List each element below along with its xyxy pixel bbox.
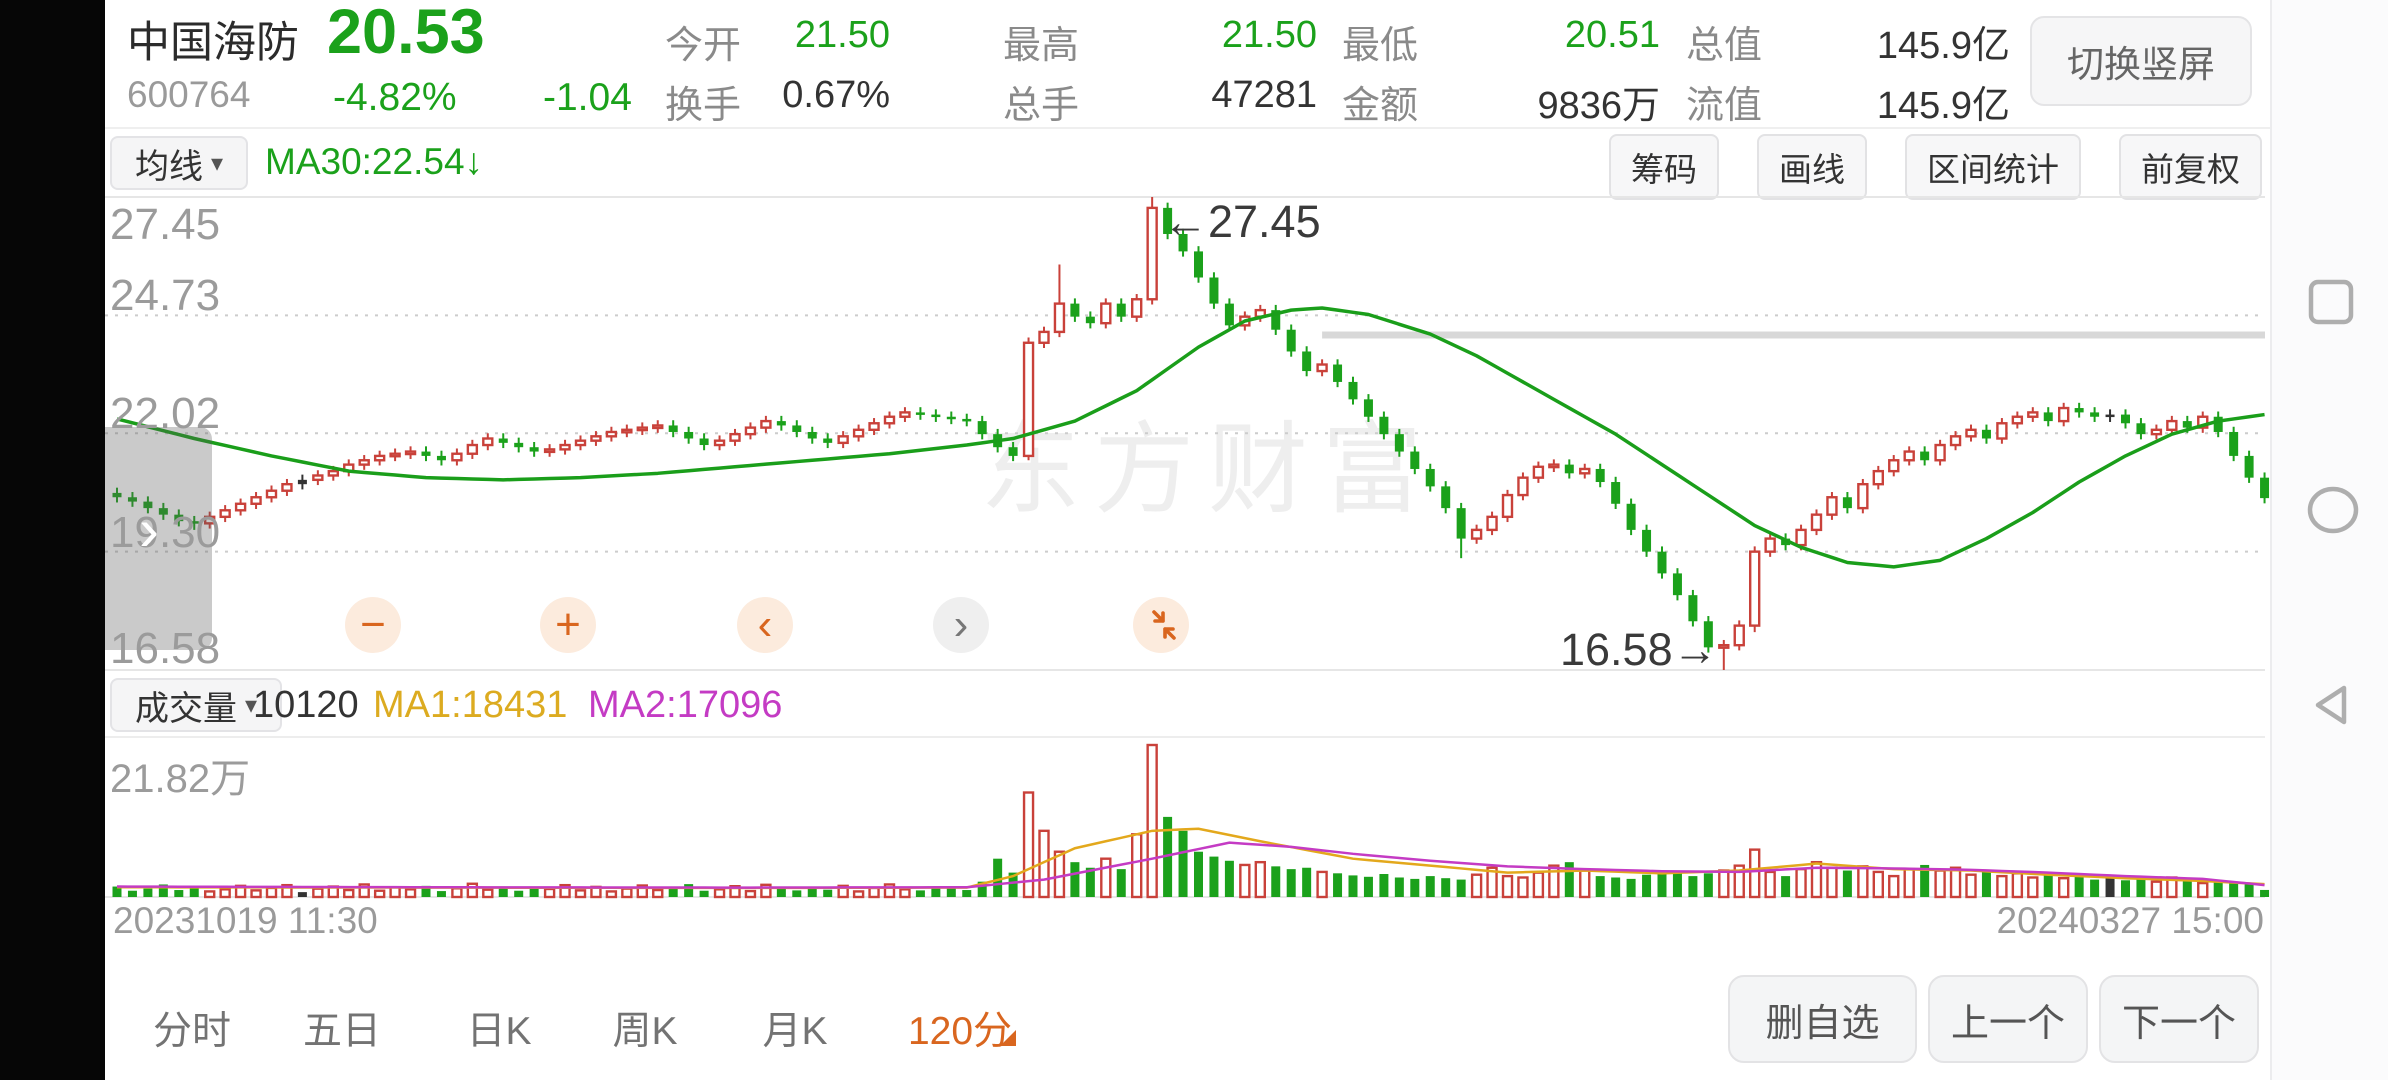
stat-label-high: 最高 <box>1003 25 1080 67</box>
ma-selector-label: 均线 <box>134 147 203 186</box>
rotate-portrait-button[interactable]: 切换竖屏 <box>2030 16 2252 106</box>
pan-left-button[interactable]: ‹ <box>737 597 793 653</box>
volume-selector-label: 成交量 <box>134 689 237 728</box>
chevron-down-icon: ▾ <box>244 691 258 719</box>
header-divider <box>105 127 2270 129</box>
chart-toolbar: 筹码 画线 区间统计 前复权 <box>1609 134 2262 200</box>
tab-5day[interactable]: 五日 <box>302 1010 382 1053</box>
tab-120min-active[interactable]: 120分 <box>907 1010 1013 1053</box>
recents-square-icon[interactable] <box>2307 278 2355 326</box>
volume-selector-button[interactable]: 成交量 ▾ <box>110 678 282 732</box>
volume-ma2-legend: MA2:17096 <box>588 684 783 726</box>
stat-label-marketcap: 总值 <box>1686 25 1763 67</box>
stat-value-volume: 47281 <box>1211 74 1317 116</box>
back-triangle-icon[interactable] <box>2307 681 2355 729</box>
y-axis-label: 16.58 <box>110 624 221 673</box>
compress-icon <box>1152 610 1176 640</box>
range-stats-button[interactable]: 区间统计 <box>1905 134 2081 200</box>
left-black-strip <box>0 0 105 1080</box>
watermark: 东方财富 <box>980 414 1436 526</box>
chevron-left-icon: ‹ <box>757 600 773 649</box>
ma-selector-button[interactable]: 均线 ▾ <box>110 136 248 190</box>
next-stock-button[interactable]: 下一个 <box>2099 975 2259 1063</box>
y-axis-label: 24.73 <box>110 271 221 320</box>
stat-value-floatcap: 145.9亿 <box>1876 85 2010 127</box>
panel-expand-chevron-icon[interactable]: › <box>139 496 159 563</box>
stat-value-turnover: 0.67% <box>782 74 890 116</box>
candlestick-chart[interactable] <box>105 0 2270 1080</box>
previous-stock-button[interactable]: 上一个 <box>1928 975 2088 1063</box>
ma30-legend: MA30:22.54↓ <box>265 141 484 182</box>
volume-scale-label: 21.82万 <box>110 757 251 801</box>
chips-button[interactable]: 筹码 <box>1609 134 1719 200</box>
tab-timeline[interactable]: 分时 <box>152 1010 232 1053</box>
app-content: 中国海防 20.53 600764 -4.82% -1.04 今开 21.50 … <box>105 0 2270 1080</box>
stock-change: -1.04 <box>543 76 632 119</box>
tab-daily-k[interactable]: 日K <box>466 1010 532 1053</box>
y-axis-label: 19.30 <box>110 508 221 557</box>
collapse-button[interactable] <box>1133 597 1189 653</box>
low-price-annotation: 16.58→ <box>1560 624 1718 675</box>
tab-weekly-k[interactable]: 周K <box>612 1010 678 1053</box>
stat-label-open: 今开 <box>665 25 742 67</box>
tab-dropdown-triangle-icon <box>1000 1030 1016 1046</box>
stat-label-volume: 总手 <box>1003 85 1080 127</box>
stat-value-open: 21.50 <box>794 14 890 56</box>
android-nav-bar <box>2270 0 2388 1080</box>
stock-change-percent: -4.82% <box>333 76 457 119</box>
stock-code: 600764 <box>127 74 251 115</box>
remove-watchlist-button[interactable]: 删自选 <box>1728 975 1917 1063</box>
stat-value-low: 20.51 <box>1564 14 1660 56</box>
adjust-mode-button[interactable]: 前复权 <box>2119 134 2262 200</box>
peak-price-annotation: ←27.45 <box>1163 196 1321 247</box>
y-axis-label: 22.02 <box>110 389 221 438</box>
minus-icon: − <box>360 600 386 649</box>
stat-value-amount: 9836万 <box>1537 85 1660 127</box>
chevron-down-icon: ▾ <box>210 149 224 177</box>
stat-value-marketcap: 145.9亿 <box>1876 25 2010 67</box>
chart-start-time: 20231019 11:30 <box>113 900 378 941</box>
chevron-right-icon: › <box>953 600 969 649</box>
stat-label-amount: 金额 <box>1342 85 1419 127</box>
y-axis-label: 27.45 <box>110 200 221 249</box>
zoom-in-button[interactable]: + <box>540 597 596 653</box>
drawline-button[interactable]: 画线 <box>1757 134 1867 200</box>
stock-name: 中国海防 <box>127 19 299 67</box>
zoom-out-button[interactable]: − <box>345 597 401 653</box>
volume-current-value: 10120 <box>253 684 359 726</box>
stat-label-turnover: 换手 <box>665 85 742 127</box>
stock-price: 20.53 <box>327 0 485 67</box>
chart-end-time: 20240327 15:00 <box>1996 900 2265 941</box>
stat-value-high: 21.50 <box>1221 14 1317 56</box>
side-panel-handle[interactable] <box>105 427 212 650</box>
stat-label-floatcap: 流值 <box>1686 85 1763 127</box>
home-circle-icon[interactable] <box>2307 486 2359 534</box>
volume-ma1-legend: MA1:18431 <box>373 684 568 726</box>
tab-monthly-k[interactable]: 月K <box>762 1010 828 1053</box>
pan-right-button[interactable]: › <box>933 597 989 653</box>
stat-label-low: 最低 <box>1342 25 1419 67</box>
plus-icon: + <box>555 600 581 649</box>
